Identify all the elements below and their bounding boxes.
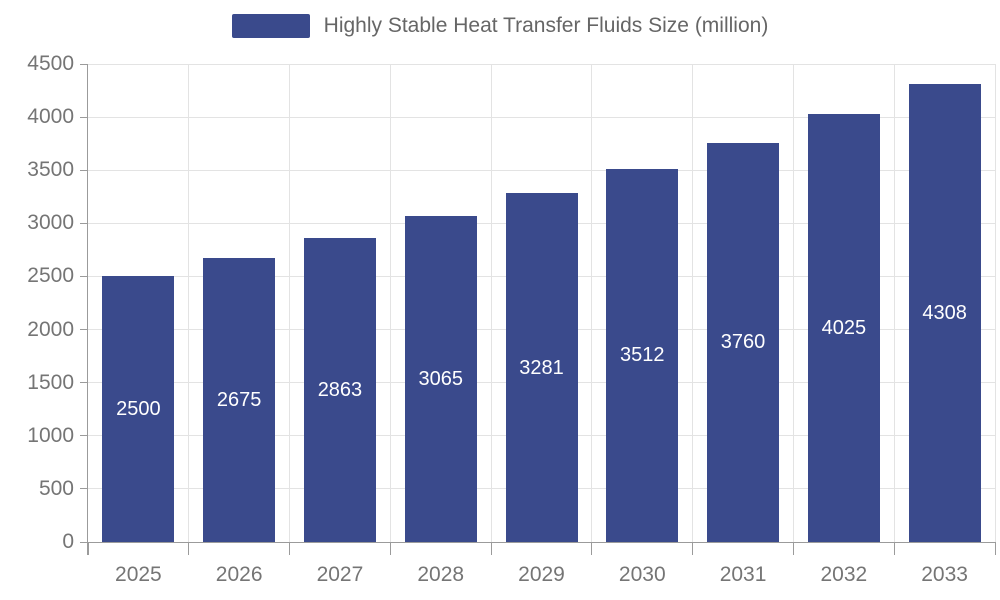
bar-value-label: 4025 [821, 317, 867, 340]
x-tick-label: 2030 [618, 563, 666, 586]
y-axis-tick [80, 329, 88, 331]
bar [807, 114, 880, 542]
x-axis-tick [994, 542, 996, 555]
y-tick-label: 4000 [27, 105, 74, 129]
y-tick-label: 1500 [27, 370, 74, 394]
bar [203, 257, 276, 542]
y-tick-label: 3000 [27, 211, 74, 235]
x-axis-line [88, 541, 995, 543]
bar [908, 84, 981, 542]
legend[interactable]: Highly Stable Heat Transfer Fluids Size … [0, 14, 1000, 38]
gridline-vertical [389, 64, 391, 542]
x-axis-tick [188, 542, 190, 555]
bar [505, 193, 578, 542]
x-axis-tick [87, 542, 89, 555]
gridline-vertical [994, 64, 996, 542]
y-axis-tick [80, 63, 88, 65]
gridline-horizontal [88, 116, 995, 118]
x-tick-label: 2031 [719, 563, 767, 586]
bar-value-label: 3760 [720, 331, 766, 354]
y-tick-label: 2000 [27, 317, 74, 341]
y-axis-tick [80, 488, 88, 490]
y-tick-label: 4500 [27, 52, 74, 75]
gridline-vertical [591, 64, 593, 542]
x-tick-label: 2027 [316, 563, 364, 586]
bar-value-label: 3512 [620, 344, 665, 367]
y-tick-label: 1000 [27, 423, 74, 447]
y-axis-tick [80, 435, 88, 437]
y-axis-tick [80, 222, 88, 224]
bar-value-label: 2863 [317, 378, 363, 401]
gridline-horizontal [88, 63, 995, 65]
gridline-vertical [692, 64, 694, 542]
x-tick-label: 2033 [921, 563, 968, 586]
bar [707, 142, 780, 542]
y-axis-tick [80, 541, 88, 543]
gridline-vertical [289, 64, 291, 542]
x-axis-tick [389, 542, 391, 555]
x-axis-tick [289, 542, 291, 555]
y-axis-tick [80, 275, 88, 277]
x-axis-tick [591, 542, 593, 555]
gridline-vertical [188, 64, 190, 542]
bar [102, 276, 175, 542]
bar-value-label: 3065 [418, 368, 463, 391]
x-tick-label: 2029 [518, 563, 565, 586]
y-axis-tick [80, 169, 88, 171]
bar-value-label: 2500 [116, 398, 161, 421]
bar-value-label: 2675 [216, 388, 262, 411]
bar-value-label: 4308 [922, 302, 967, 325]
x-tick-label: 2026 [215, 563, 263, 586]
legend-swatch [231, 14, 310, 38]
x-tick-label: 2025 [115, 563, 162, 586]
gridline-horizontal [88, 169, 995, 171]
gridline-vertical [893, 64, 895, 542]
y-axis-tick [80, 116, 88, 118]
bar [404, 216, 477, 542]
y-tick-label: 2500 [27, 264, 74, 288]
legend-label: Highly Stable Heat Transfer Fluids Size … [323, 14, 769, 37]
x-axis-tick [692, 542, 694, 555]
x-tick-label: 2032 [820, 563, 868, 586]
bar [303, 237, 376, 542]
y-tick-label: 3500 [27, 158, 74, 182]
gridline-vertical [490, 64, 492, 542]
gridline-vertical [792, 64, 794, 542]
y-axis-line [87, 64, 88, 555]
bar [606, 168, 679, 542]
y-tick-label: 500 [38, 476, 74, 500]
bar-value-label: 3281 [519, 356, 564, 379]
x-axis-tick [893, 542, 895, 555]
x-axis-tick [490, 542, 492, 555]
x-axis-tick [792, 542, 794, 555]
x-tick-label: 2028 [417, 563, 465, 586]
y-tick-label: 0 [62, 530, 74, 553]
y-axis-tick [80, 382, 88, 384]
